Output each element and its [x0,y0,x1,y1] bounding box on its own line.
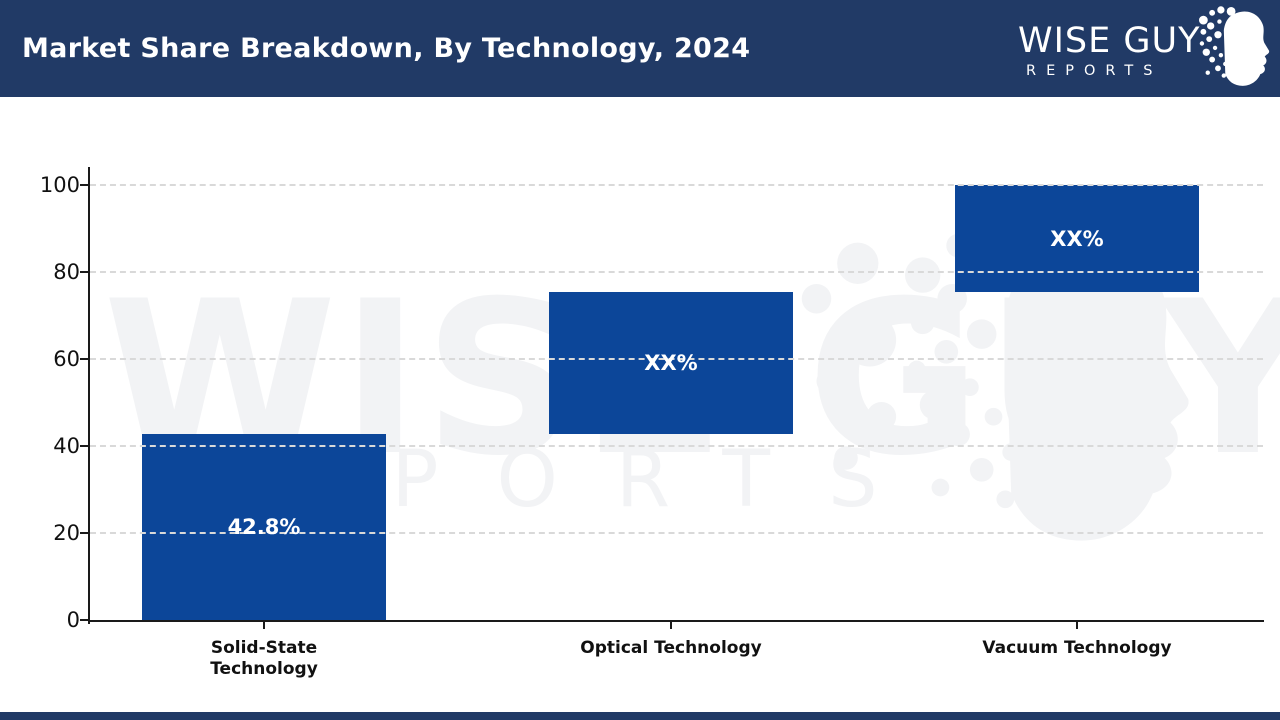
y-tick-label-60: 60 [53,347,80,371]
x-tick-mark [670,622,672,629]
y-tick-mark [80,271,88,273]
bar-value-label: XX% [644,350,698,375]
y-tick-mark [80,619,88,621]
x-category-label: Vacuum Technology [982,638,1172,658]
page-title: Market Share Breakdown, By Technology, 2… [22,33,751,64]
footer-bar [0,712,1280,720]
bar-segment [549,292,793,434]
chart-plot-area: 0 20 40 60 80 100 42.8% XX% XX% Solid-State Tec… [0,97,1280,712]
x-axis-line [88,620,1264,622]
gridline-60 [90,358,1263,360]
y-tick-mark [80,358,88,360]
logo-wordmark: WISE GUY [1018,21,1201,61]
bar-value-label: XX% [1050,226,1104,251]
x-category-label: Solid-State Technology [210,638,318,680]
y-tick-label-100: 100 [39,173,80,197]
x-tick-mark [263,622,265,629]
y-axis-line [88,167,90,624]
gridline-80 [90,271,1263,273]
bar-segment [142,433,386,620]
y-tick-label-0: 0 [66,608,80,632]
x-category-label: Optical Technology [580,638,762,658]
y-tick-mark [80,445,88,447]
y-tick-mark [80,184,88,186]
logo-head-icon [1199,6,1270,86]
x-tick-mark [1076,622,1078,629]
y-tick-label-20: 20 [53,521,80,545]
wise-guy-reports-logo: WISE GUY REPORTS [1018,6,1270,86]
gridline-20 [90,532,1263,534]
gridline-100 [90,184,1263,186]
y-tick-label-80: 80 [53,260,80,284]
header-bar: Market Share Breakdown, By Technology, 2… [0,0,1280,97]
bar-value-label: 42.8% [227,514,301,539]
gridline-40 [90,445,1263,447]
logo-reports: REPORTS [1026,63,1162,79]
y-tick-mark [80,532,88,534]
y-tick-label-40: 40 [53,434,80,458]
